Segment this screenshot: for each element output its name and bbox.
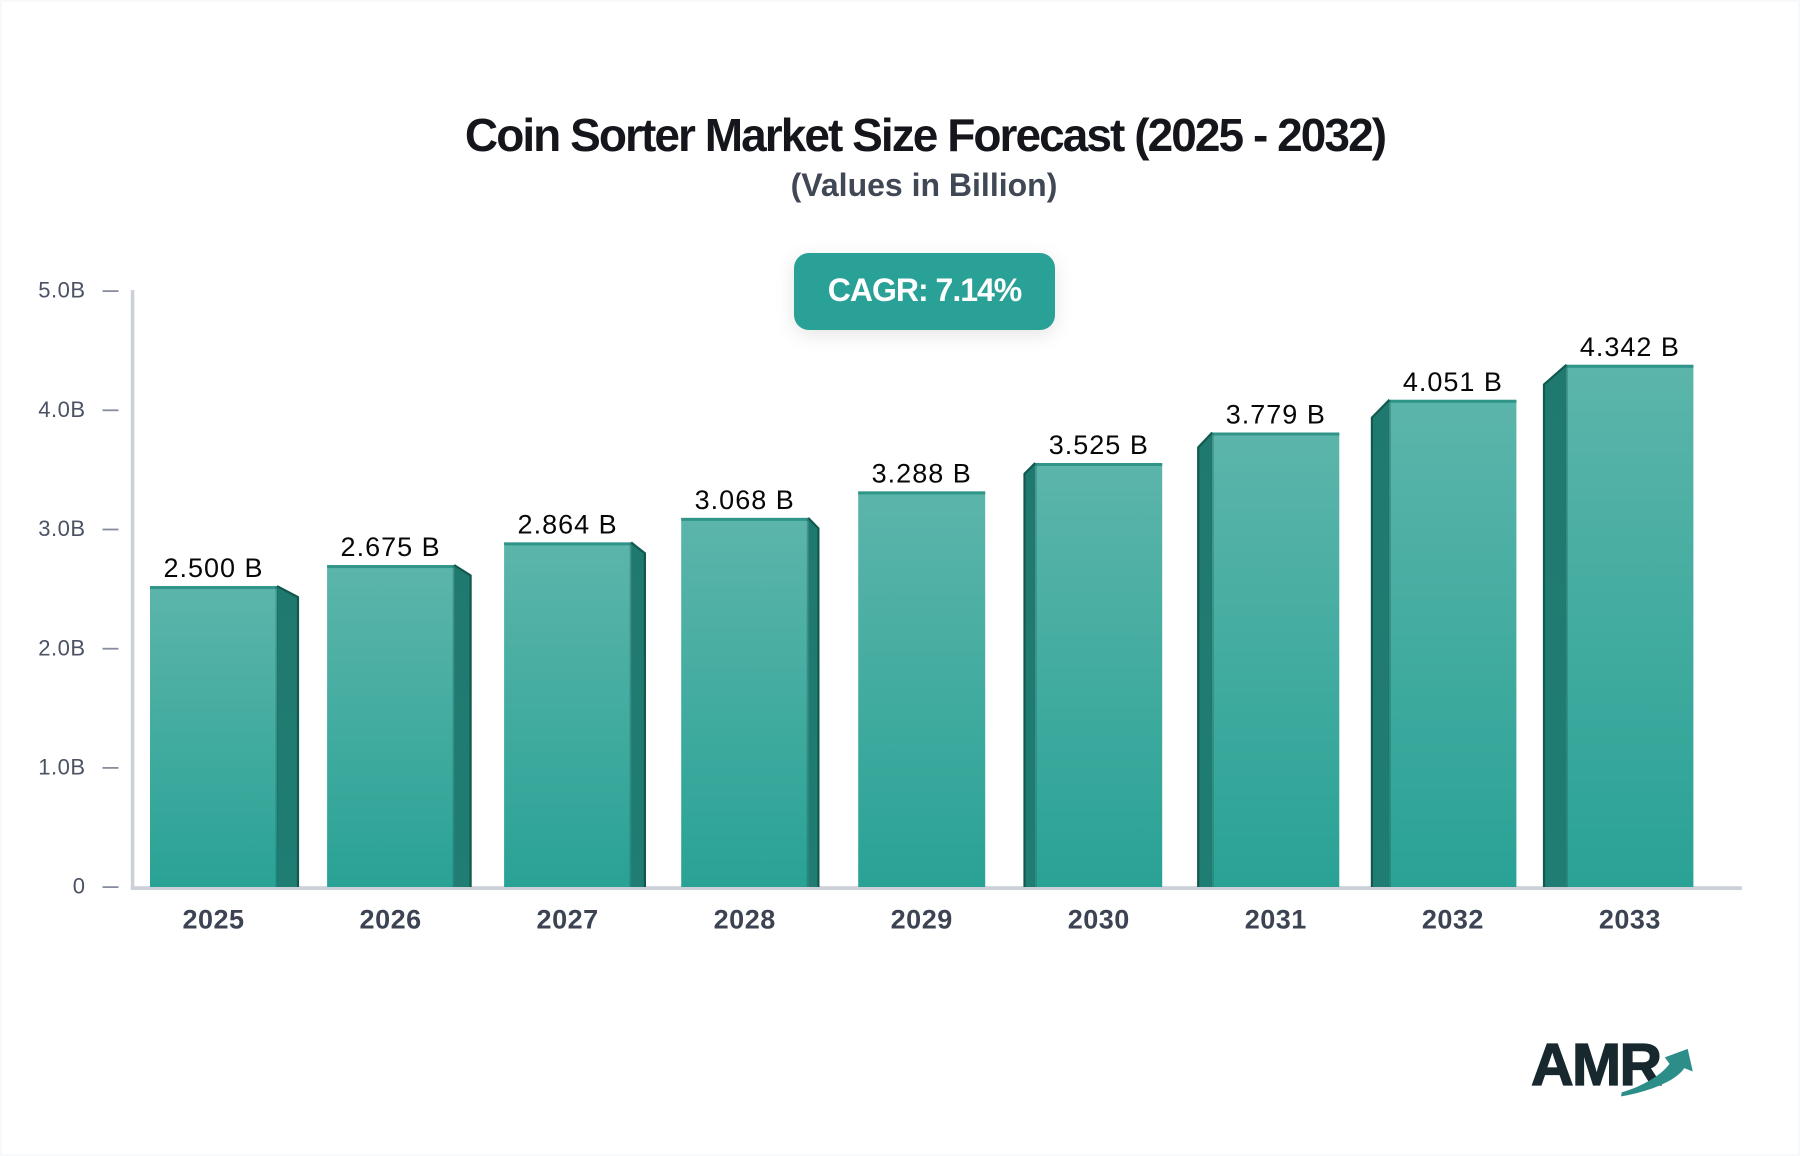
svg-text:2032: 2032 (1422, 905, 1484, 935)
svg-text:2033: 2033 (1599, 905, 1661, 935)
svg-text:2026: 2026 (360, 905, 422, 935)
svg-text:CAGR: 7.14%: CAGR: 7.14% (828, 272, 1022, 308)
svg-text:4.051 B: 4.051 B (1403, 367, 1503, 397)
svg-text:3.525 B: 3.525 B (1049, 430, 1149, 460)
svg-text:3.0B: 3.0B (38, 516, 85, 541)
svg-text:2.0B: 2.0B (38, 635, 85, 660)
svg-text:2029: 2029 (891, 905, 953, 935)
svg-text:2031: 2031 (1245, 905, 1307, 935)
svg-text:2028: 2028 (714, 905, 776, 935)
svg-text:Coin Sorter Market Size Foreca: Coin Sorter Market Size Forecast (2025 -… (465, 109, 1386, 161)
svg-text:3.779 B: 3.779 B (1226, 400, 1326, 430)
svg-text:3.068 B: 3.068 B (695, 485, 795, 515)
svg-text:2.675 B: 2.675 B (341, 532, 441, 562)
svg-text:2025: 2025 (182, 905, 244, 935)
svg-text:5.0B: 5.0B (38, 278, 85, 303)
svg-text:3.288 B: 3.288 B (872, 458, 972, 488)
svg-text:4.0B: 4.0B (38, 397, 85, 422)
svg-text:2030: 2030 (1068, 905, 1130, 935)
svg-text:2.500 B: 2.500 B (163, 553, 263, 583)
svg-text:0: 0 (73, 874, 86, 899)
svg-text:2.864 B: 2.864 B (518, 509, 618, 539)
svg-text:1.0B: 1.0B (38, 755, 85, 780)
svg-text:(Values in Billion): (Values in Billion) (791, 167, 1058, 203)
svg-text:4.342 B: 4.342 B (1580, 332, 1680, 362)
svg-text:AMR: AMR (1531, 1032, 1662, 1098)
svg-text:2027: 2027 (537, 905, 599, 935)
